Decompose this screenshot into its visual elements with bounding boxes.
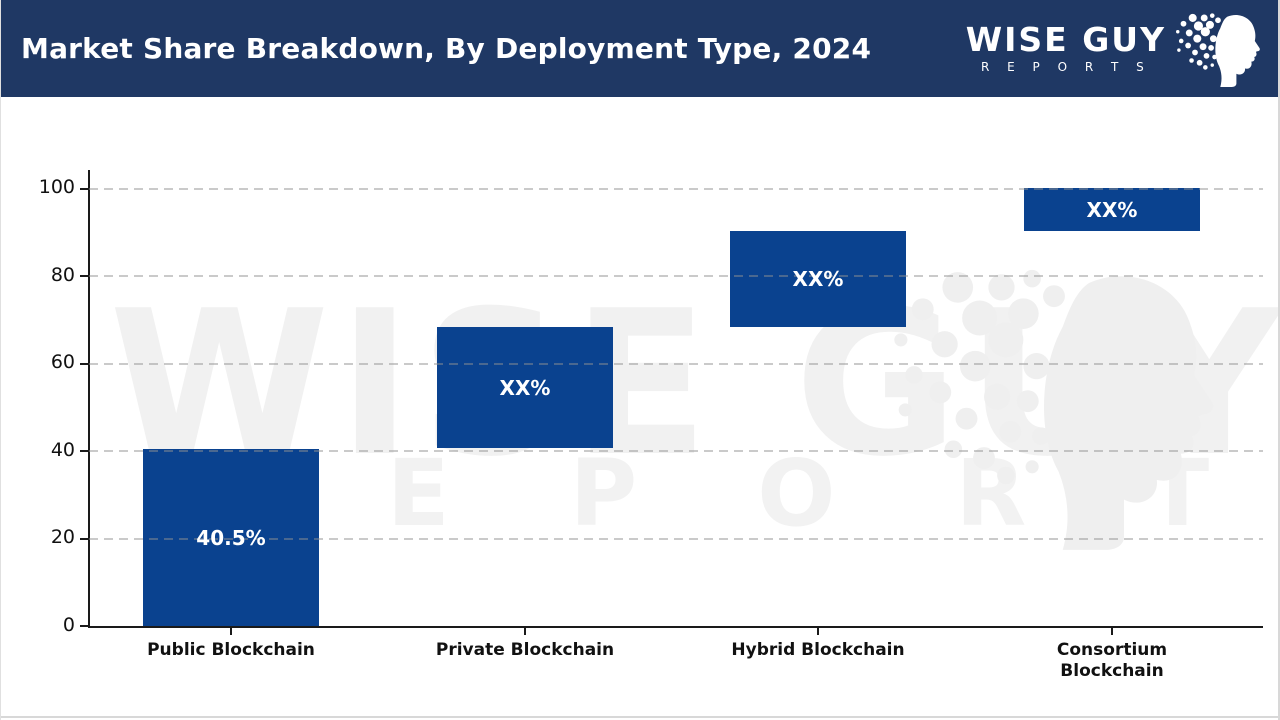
bar-consortium-blockchain: XX%	[1024, 188, 1200, 231]
logo-wordmark-sub: R E P O R T S	[980, 60, 1151, 74]
y-tick-label: 20	[50, 526, 75, 548]
frame-bottom-border	[1, 716, 1278, 718]
y-tick-label: 0	[62, 614, 75, 636]
gridline-100	[89, 188, 1263, 190]
y-tick-mark	[80, 450, 89, 452]
logo-wordmark-main: WISE GUY	[965, 20, 1166, 59]
bar-public-blockchain: 40.5%	[143, 449, 319, 626]
x-category-label: Private Blockchain	[435, 640, 615, 660]
gridline-80	[89, 275, 1263, 277]
x-tick-mark	[817, 628, 819, 635]
gridline-20	[89, 538, 1263, 540]
y-tick-label: 60	[50, 351, 75, 373]
x-axis-spine	[88, 626, 1263, 628]
x-tick-mark	[1111, 628, 1113, 635]
gridline-40	[89, 450, 1263, 452]
y-tick-mark	[80, 363, 89, 365]
bar-hybrid-blockchain: XX%	[730, 231, 906, 327]
y-tick-label: 80	[50, 264, 75, 286]
y-tick-label: 100	[38, 176, 75, 198]
bar-value-label: 40.5%	[196, 525, 266, 550]
x-tick-mark	[524, 628, 526, 635]
x-category-label: Consortium Blockchain	[1056, 640, 1168, 682]
y-axis-spine	[88, 170, 90, 628]
gridline-60	[89, 363, 1263, 365]
logo-wordmark: WISE GUY R E P O R T S	[966, 23, 1166, 74]
header: Market Share Breakdown, By Deployment Ty…	[1, 0, 1278, 97]
y-tick-mark	[80, 625, 89, 627]
bar-value-label: XX%	[1086, 197, 1138, 222]
y-tick-label: 40	[50, 439, 75, 461]
page-title: Market Share Breakdown, By Deployment Ty…	[21, 32, 872, 65]
x-tick-mark	[230, 628, 232, 635]
wiseguy-logo: WISE GUY R E P O R T S	[966, 10, 1278, 88]
y-tick-mark	[80, 275, 89, 277]
watermark-head-icon	[879, 213, 1229, 598]
y-tick-mark	[80, 188, 89, 190]
bar-value-label: XX%	[792, 267, 844, 291]
logo-head-icon	[1172, 10, 1264, 88]
bar-private-blockchain: XX%	[437, 327, 613, 448]
x-category-label: Public Blockchain	[147, 640, 315, 660]
y-tick-mark	[80, 538, 89, 540]
x-category-label: Hybrid Blockchain	[731, 640, 905, 660]
bar-value-label: XX%	[499, 375, 551, 400]
